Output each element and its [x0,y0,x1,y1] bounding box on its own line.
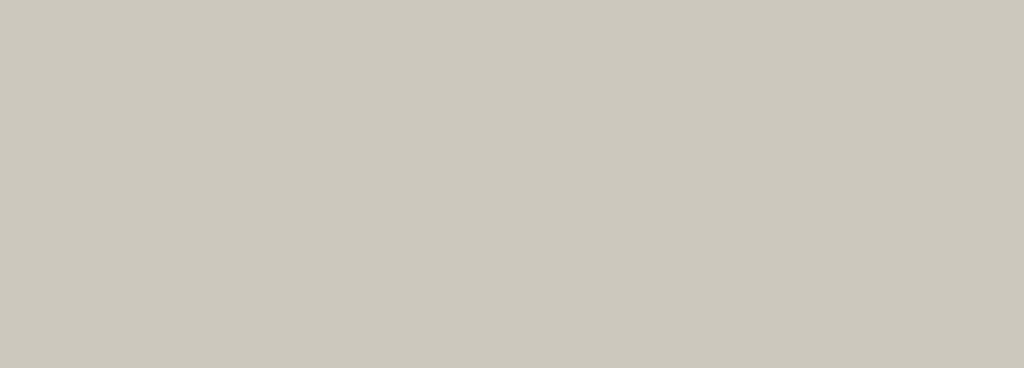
Bar [828,221,983,285]
Polygon shape [803,298,822,331]
Polygon shape [705,298,724,331]
Text: 4000-5000: 4000-5000 [860,180,951,197]
Polygon shape [178,298,200,331]
Bar [355,221,513,285]
Polygon shape [548,298,567,331]
Polygon shape [959,298,979,331]
Text: 30: 30 [895,244,916,262]
Polygon shape [91,298,113,331]
Polygon shape [940,298,959,331]
Polygon shape [743,298,763,331]
Polygon shape [666,298,685,331]
Bar [92,221,355,285]
Polygon shape [606,298,627,331]
Polygon shape [47,298,70,331]
Text: Weekly wages (Rupees): Weekly wages (Rupees) [115,180,333,197]
Polygon shape [646,298,666,331]
Polygon shape [330,298,352,331]
Polygon shape [418,298,439,331]
Text: deviation’ method.: deviation’ method. [102,114,280,132]
Polygon shape [70,298,91,331]
Polygon shape [920,298,940,331]
Polygon shape [287,298,308,331]
Polygon shape [627,298,646,331]
Bar [828,156,983,221]
Polygon shape [439,298,461,331]
Text: 50: 50 [738,244,760,262]
Text: 25: 25 [423,244,444,262]
Text: 6. The following table gives the information of frequency distribution of weekly: 6. The following table gives the informa… [102,15,858,33]
Text: 45: 45 [581,244,602,262]
Polygon shape [763,298,783,331]
Polygon shape [685,298,705,331]
Bar [671,156,828,221]
Bar [513,221,671,285]
Polygon shape [881,298,900,331]
Polygon shape [200,298,221,331]
Text: 3000-4000: 3000-4000 [703,180,795,197]
Polygon shape [113,298,134,331]
Polygon shape [221,298,243,331]
Polygon shape [587,298,606,331]
Bar [355,156,513,221]
Polygon shape [842,298,861,331]
Polygon shape [26,298,47,331]
Polygon shape [900,298,920,331]
Polygon shape [567,298,587,331]
Polygon shape [352,298,374,331]
Polygon shape [374,298,395,331]
Polygon shape [308,298,330,331]
Polygon shape [265,298,287,331]
Polygon shape [861,298,881,331]
Text: wages of 150 workers of a company. Find the mean of the weekly wages by ‘step: wages of 150 workers of a company. Find … [102,64,871,82]
Bar [513,156,671,221]
Polygon shape [134,298,156,331]
Polygon shape [822,298,842,331]
Polygon shape [243,298,265,331]
Polygon shape [783,298,803,331]
Text: 138: 138 [485,306,523,323]
Polygon shape [156,298,178,331]
Bar [466,282,543,348]
Polygon shape [979,298,998,331]
Bar [671,221,828,285]
Polygon shape [724,298,743,331]
Text: No. of workers.: No. of workers. [153,244,295,262]
Polygon shape [395,298,418,331]
Bar [92,156,355,221]
Text: 2000-3000: 2000-3000 [546,180,637,197]
Text: 1000-2000: 1000-2000 [388,180,479,197]
